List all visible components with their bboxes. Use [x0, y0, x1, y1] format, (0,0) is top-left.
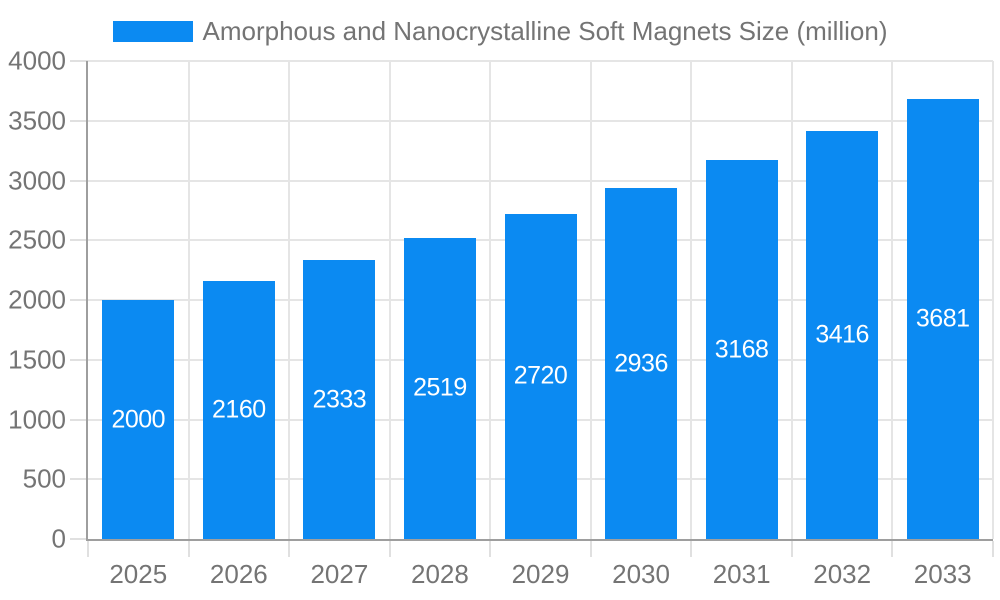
x-tick	[489, 541, 492, 557]
x-axis-tick-label: 2029	[511, 559, 570, 589]
gridline-v	[489, 61, 492, 539]
gridline-v	[992, 61, 994, 539]
x-tick	[790, 541, 793, 557]
bar[interactable]	[303, 260, 376, 539]
gridline-h	[88, 60, 993, 62]
legend[interactable]: Amorphous and Nanocrystalline Soft Magne…	[0, 14, 1000, 48]
plot-area: 0 500 1000 1500 2000 2500 3000 3500 4000 2000 2025…	[8, 46, 994, 589]
y-tick	[70, 358, 88, 361]
bar[interactable]	[403, 237, 476, 539]
x-axis-tick-label: 2027	[310, 559, 369, 589]
y-axis-line	[86, 61, 88, 539]
y-tick	[70, 119, 88, 122]
y-axis-tick-label: 2500	[8, 224, 66, 255]
bar[interactable]	[504, 213, 577, 539]
y-tick	[70, 60, 88, 62]
x-tick	[690, 541, 693, 557]
gridline-v	[589, 61, 592, 539]
x-tick	[891, 541, 894, 557]
x-axis-tick-label: 2028	[411, 559, 469, 589]
x-axis-line	[86, 539, 993, 541]
gridline-v	[388, 61, 391, 539]
gridline-v	[891, 61, 894, 539]
x-tick	[589, 541, 592, 557]
y-axis-tick-label: 4000	[8, 45, 66, 76]
y-axis-tick-label: 2000	[8, 284, 66, 315]
bar[interactable]	[906, 99, 979, 539]
bar[interactable]	[806, 130, 879, 539]
bar[interactable]	[202, 280, 275, 539]
x-tick	[87, 541, 89, 557]
x-axis-tick-label: 2025	[109, 559, 168, 589]
gridline-v	[288, 61, 291, 539]
x-axis-tick-label: 2032	[813, 559, 872, 589]
y-tick	[70, 538, 88, 540]
gridline-v	[690, 61, 693, 539]
gridline-v	[790, 61, 793, 539]
x-tick	[992, 541, 994, 557]
x-axis-tick-label: 2030	[612, 559, 670, 589]
gridline-h	[88, 119, 993, 122]
gridline-v	[187, 61, 190, 539]
x-axis-tick-label: 2026	[209, 559, 268, 589]
legend-swatch	[112, 20, 193, 42]
x-axis-tick-label: 2033	[913, 559, 972, 589]
bar[interactable]	[705, 160, 778, 539]
y-tick	[70, 179, 88, 182]
x-tick	[288, 541, 291, 557]
x-axis-tick-label: 2031	[712, 559, 771, 589]
y-axis-tick-label: 500	[22, 463, 66, 494]
y-tick	[70, 239, 88, 242]
y-tick	[70, 418, 88, 421]
y-tick	[70, 299, 88, 301]
x-tick	[187, 541, 190, 557]
bar[interactable]	[102, 300, 175, 539]
y-axis-tick-label: 0	[51, 523, 66, 554]
y-tick	[70, 478, 88, 481]
bar[interactable]	[605, 188, 678, 539]
y-axis-tick-label: 1000	[8, 404, 66, 434]
legend-label: Amorphous and Nanocrystalline Soft Magne…	[202, 15, 888, 46]
y-axis-tick-label: 1500	[8, 344, 66, 375]
gridline-h	[88, 179, 993, 182]
x-tick	[388, 541, 391, 557]
y-axis-tick-label: 3000	[8, 165, 66, 195]
y-axis-tick-label: 3500	[8, 105, 66, 136]
